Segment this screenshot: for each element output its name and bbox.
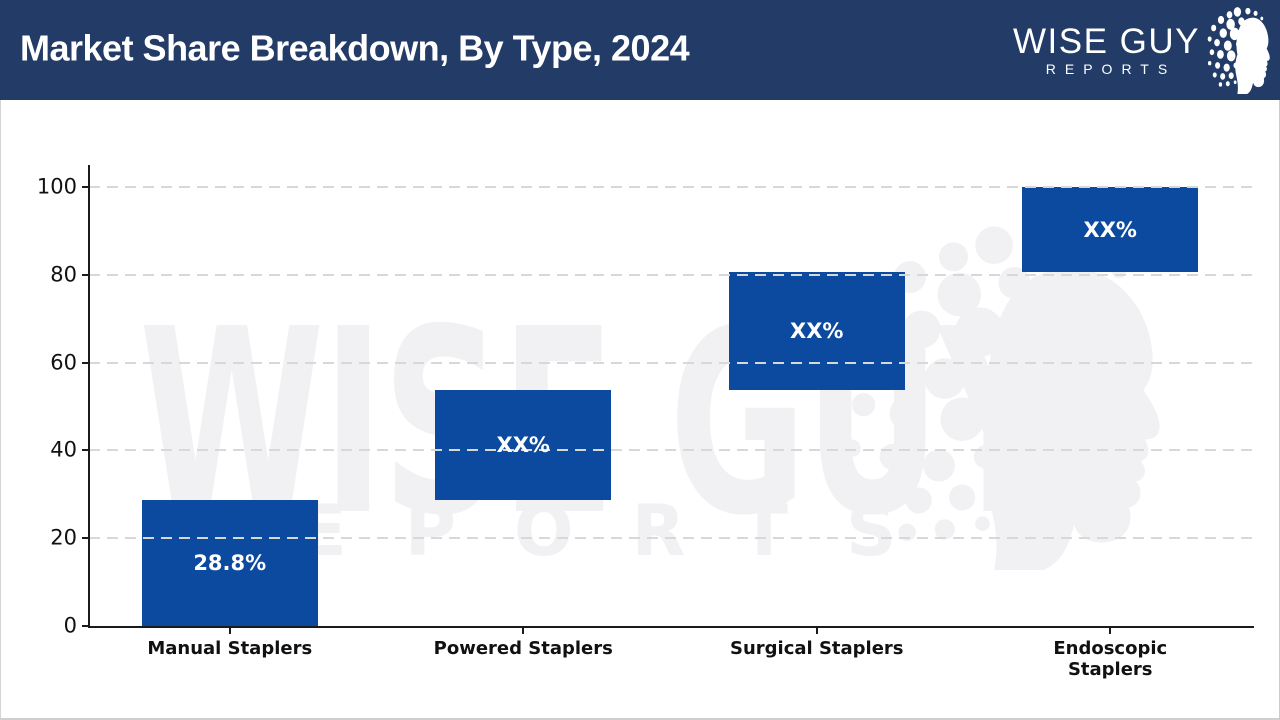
gridline bbox=[89, 449, 1253, 452]
gridline bbox=[89, 273, 1253, 276]
y-axis-label: 0 bbox=[63, 613, 77, 638]
gridline bbox=[89, 537, 1253, 540]
y-axis-tick bbox=[82, 273, 89, 276]
chart-area: WISE GUY REPORTS 28.8% Manual Staplers XX%… bbox=[0, 100, 1280, 720]
bar-value-label: XX% bbox=[1083, 217, 1137, 242]
bar-value-label: 28.8% bbox=[193, 550, 267, 575]
bar-value-label: XX% bbox=[790, 318, 844, 343]
bar-value-label: XX% bbox=[496, 432, 550, 457]
x-axis-line bbox=[88, 626, 1254, 628]
x-axis-label-powered-staplers: Powered Staplers bbox=[433, 638, 613, 659]
bar-manual-staplers bbox=[141, 499, 318, 626]
y-axis-tick bbox=[82, 537, 89, 540]
wiseguy-head-icon bbox=[1207, 7, 1270, 94]
page-title: Market Share Breakdown, By Type, 2024 bbox=[20, 27, 690, 69]
y-axis-line bbox=[88, 165, 90, 628]
logo-subtitle: REPORTS bbox=[1045, 61, 1177, 77]
wiseguy-logo-text: WISE GUY REPORTS bbox=[1012, 22, 1200, 78]
x-axis-tick bbox=[228, 627, 231, 634]
y-axis-label: 100 bbox=[36, 174, 77, 199]
y-axis-tick bbox=[82, 186, 89, 188]
header-bar: Market Share Breakdown, By Type, 2024 WI… bbox=[0, 0, 1280, 100]
x-axis-tick bbox=[1109, 627, 1112, 634]
logo-wordmark: WISE GUY bbox=[1012, 22, 1200, 61]
y-axis-label: 40 bbox=[50, 437, 77, 462]
bar-powered-staplers bbox=[435, 389, 612, 500]
bar-surgical-staplers bbox=[728, 272, 905, 390]
y-axis-tick bbox=[82, 625, 89, 627]
y-axis-label: 80 bbox=[50, 262, 77, 287]
gridline bbox=[89, 186, 1253, 188]
wiseguy-logo: WISE GUY REPORTS bbox=[1013, 0, 1272, 100]
y-axis-tick bbox=[82, 449, 89, 452]
y-axis-tick bbox=[82, 361, 89, 364]
x-axis-tick bbox=[815, 627, 818, 634]
x-axis-label-manual-staplers: Manual Staplers bbox=[147, 638, 313, 659]
x-axis-label-surgical-staplers: Surgical Staplers bbox=[729, 638, 904, 659]
y-axis-label: 60 bbox=[50, 350, 77, 375]
gridline bbox=[89, 361, 1253, 364]
y-axis-label: 20 bbox=[50, 525, 77, 550]
x-axis-tick bbox=[522, 627, 525, 634]
plot: 28.8% Manual Staplers XX% Powered Staplers X… bbox=[1, 100, 1279, 718]
x-axis-label-endoscopic-staplers: Endoscopic Staplers bbox=[1053, 638, 1168, 680]
bar-endoscopic-staplers bbox=[1022, 187, 1199, 273]
